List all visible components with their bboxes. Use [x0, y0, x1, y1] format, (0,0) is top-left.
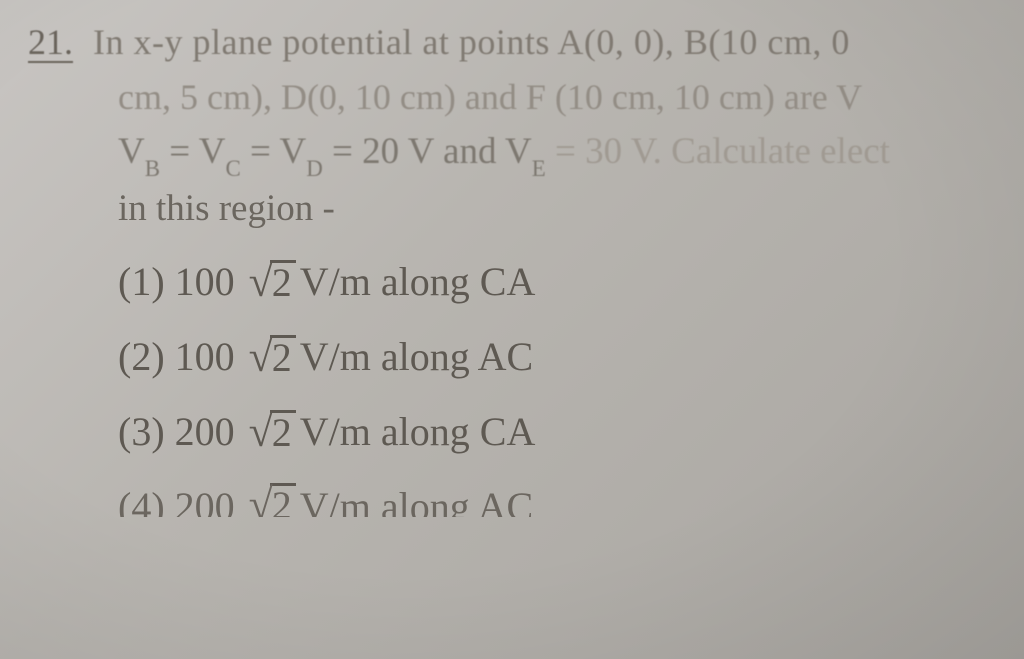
option-4-number: (4) 200 — [118, 483, 235, 517]
option-2-number: (2) 100 — [118, 333, 235, 380]
option-2: (2) 100 √ 2 V/m along AC — [28, 333, 996, 380]
scanned-page: 21. In x-y plane potential at points A(0… — [0, 0, 1024, 659]
radical-symbol: √ — [249, 262, 273, 302]
var-vb-pre: V — [118, 131, 145, 172]
radicand-1: 2 — [270, 260, 296, 303]
option-3-tail: V/m along CA — [300, 408, 536, 455]
option-3: (3) 200 √ 2 V/m along CA — [28, 408, 996, 455]
subscript-b: B — [145, 156, 160, 181]
radical-symbol: √ — [249, 485, 273, 517]
radicand-2: 2 — [270, 335, 296, 378]
radicand-4: 2 — [270, 483, 296, 517]
eq2: = V — [241, 131, 306, 172]
subscript-c: C — [225, 156, 240, 181]
option-1-number: (1) 100 — [118, 258, 235, 305]
option-4-tail: V/m along AC — [300, 483, 533, 517]
question-first-line: 21. In x-y plane potential at points A(0… — [28, 18, 996, 67]
end-text: = 30 V. Calculate elect — [546, 131, 890, 172]
option-1: (1) 100 √ 2 V/m along CA — [28, 258, 996, 305]
radicand-3: 2 — [270, 410, 296, 453]
question-text-line2: cm, 5 cm), D(0, 10 cm) and F (10 cm, 10 … — [28, 73, 996, 122]
sqrt-icon: √ 2 — [249, 410, 296, 453]
question-text-line3: VB = VC = VD = 20 V and VE = 30 V. Calcu… — [28, 127, 996, 180]
option-3-number: (3) 200 — [118, 408, 235, 455]
sqrt-icon: √ 2 — [249, 335, 296, 378]
question-text-line1: In x-y plane potential at points A(0, 0)… — [93, 18, 850, 67]
radical-symbol: √ — [249, 337, 273, 377]
sqrt-icon: √ 2 — [249, 260, 296, 303]
question-text-line4: in this region - — [28, 187, 996, 230]
option-2-tail: V/m along AC — [300, 333, 533, 380]
option-4-partial: (4) 200 √ 2 V/m along AC — [28, 483, 996, 517]
subscript-d: D — [306, 156, 323, 181]
subscript-e: E — [532, 156, 546, 181]
question-number: 21. — [28, 24, 73, 63]
option-1-tail: V/m along CA — [300, 258, 536, 305]
mid-text: = 20 V and V — [323, 131, 532, 172]
radical-symbol: √ — [249, 412, 273, 452]
eq1: = V — [160, 131, 225, 172]
sqrt-icon: √ 2 — [249, 483, 296, 517]
